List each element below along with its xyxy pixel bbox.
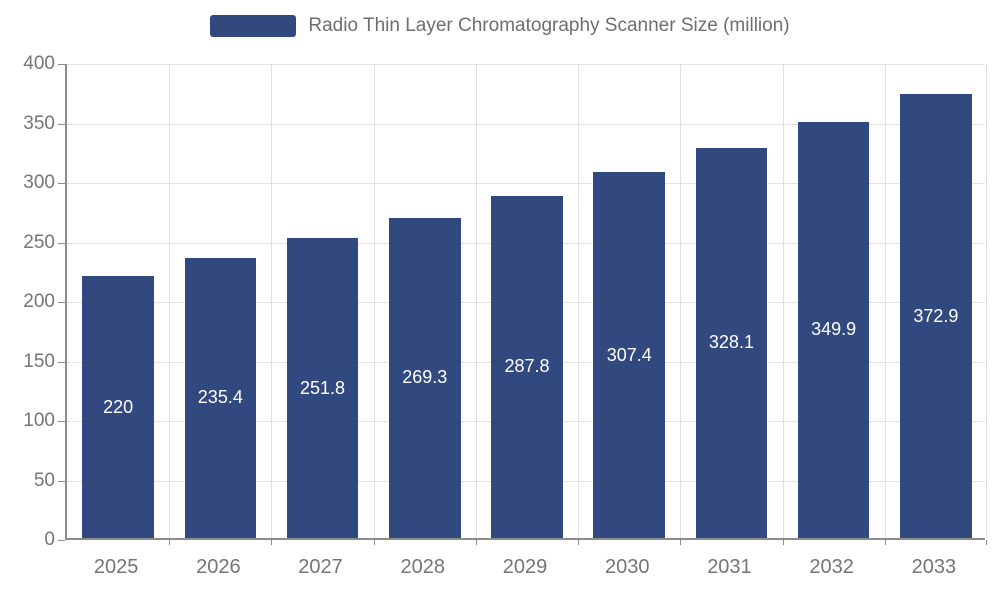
x-tick-label-2032: 2032 xyxy=(809,556,854,578)
bar-2028: 269.3 xyxy=(389,217,461,538)
bar-value-label: 307.4 xyxy=(606,344,652,365)
y-tick-label: 400 xyxy=(23,53,55,74)
y-tick-mark xyxy=(58,242,65,244)
gridline-vertical xyxy=(578,64,580,538)
x-tick-mark xyxy=(782,540,784,545)
gridline-vertical xyxy=(169,64,171,538)
y-axis: 0 50 100 150 200 250 300 350 400 xyxy=(0,53,55,550)
gridline-vertical xyxy=(986,64,987,538)
y-tick-label: 0 xyxy=(44,529,55,550)
y-tick-mark xyxy=(58,361,65,363)
bar-value-label: 220 xyxy=(103,396,134,417)
y-tick-mark xyxy=(58,302,65,303)
y-tick-mark xyxy=(58,480,65,482)
y-tick-mark xyxy=(58,123,65,125)
gridline-horizontal xyxy=(67,64,985,65)
bar-value-label: 251.8 xyxy=(300,377,346,398)
x-axis: 2025 2026 2027 2028 2029 2030 2031 2032 2033 xyxy=(65,556,985,586)
gridline-vertical xyxy=(680,64,682,538)
gridline-horizontal xyxy=(67,183,985,184)
x-tick-label-2026: 2026 xyxy=(196,556,241,578)
gridline-vertical xyxy=(271,64,273,538)
x-tick-mark xyxy=(475,540,477,545)
x-tick-mark xyxy=(169,540,171,545)
x-tick-label-2027: 2027 xyxy=(298,556,343,578)
x-tick-label-2025: 2025 xyxy=(93,556,139,578)
x-tick-mark xyxy=(578,540,580,545)
bar-value-label: 235.4 xyxy=(197,387,243,408)
y-tick-label: 100 xyxy=(23,410,55,431)
gridline-vertical xyxy=(475,64,477,538)
gridline-vertical xyxy=(884,64,886,538)
y-tick-label: 200 xyxy=(23,291,55,312)
y-tick-label: 150 xyxy=(23,350,55,372)
bar-value-label: 269.3 xyxy=(402,367,448,388)
bar-2030: 307.4 xyxy=(593,172,665,538)
x-tick-label-2029: 2029 xyxy=(502,556,548,578)
y-tick-label: 350 xyxy=(23,112,55,134)
bar-2027: 251.8 xyxy=(286,238,359,538)
y-tick-mark xyxy=(58,64,65,65)
gridline-vertical xyxy=(373,64,375,538)
y-tick-label: 50 xyxy=(33,469,55,491)
bar-2025: 220 xyxy=(82,276,154,538)
y-tick-mark xyxy=(58,421,65,422)
bar-2026: 235.4 xyxy=(184,257,257,538)
x-tick-label-2028: 2028 xyxy=(400,556,446,578)
y-tick-mark xyxy=(58,183,65,184)
bar-2033: 372.9 xyxy=(900,94,972,538)
y-tick-mark xyxy=(58,540,65,541)
x-tick-mark xyxy=(271,540,273,545)
legend-swatch[interactable] xyxy=(210,15,297,37)
bar-value-label: 287.8 xyxy=(504,356,550,377)
gridline-horizontal xyxy=(67,123,985,125)
y-tick-label: 300 xyxy=(23,172,55,193)
bar-2032: 349.9 xyxy=(797,121,870,538)
x-tick-mark xyxy=(373,540,375,545)
legend-label[interactable]: Radio Thin Layer Chromatography Scanner … xyxy=(308,15,790,36)
bar-value-label: 372.9 xyxy=(913,305,959,326)
bar-2031: 328.1 xyxy=(695,147,768,538)
x-tick-mark xyxy=(884,540,886,545)
bar-value-label: 328.1 xyxy=(708,332,754,353)
x-tick-mark xyxy=(680,540,682,545)
x-tick-label-2030: 2030 xyxy=(604,556,650,578)
x-tick-label-2033: 2033 xyxy=(911,556,957,578)
x-tick-label-2031: 2031 xyxy=(707,556,752,578)
chart-legend[interactable]: Radio Thin Layer Chromatography Scanner … xyxy=(0,12,1000,40)
gridline-vertical xyxy=(782,64,784,538)
plot-area: 220 235.4 251.8 269.3 287.8 307.4 328.1 349.9 37… xyxy=(58,64,987,545)
y-tick-label: 250 xyxy=(23,231,55,253)
bar-2029: 287.8 xyxy=(491,195,563,538)
bar-value-label: 349.9 xyxy=(811,319,857,340)
x-tick-mark xyxy=(986,540,987,545)
